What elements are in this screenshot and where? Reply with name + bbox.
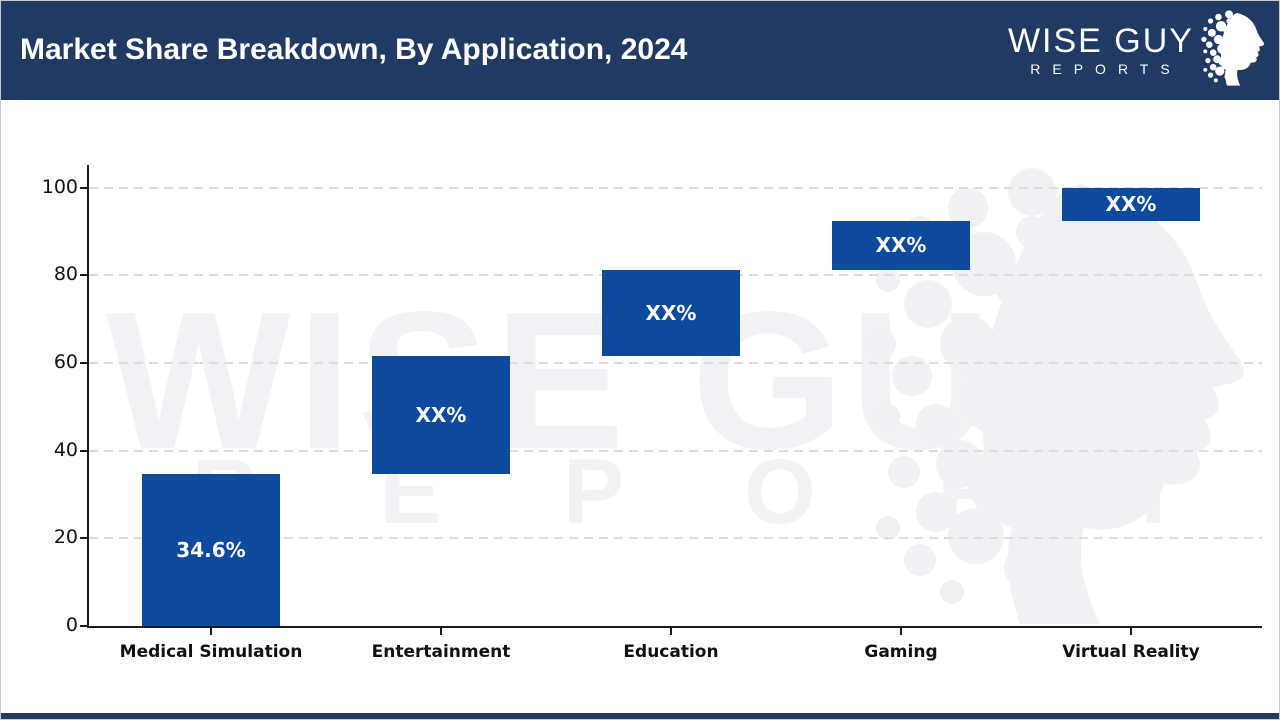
category-label: Medical Simulation	[119, 642, 303, 662]
y-tick-label: 40	[53, 438, 78, 461]
x-axis-line	[87, 626, 1262, 628]
y-tick-mark	[80, 449, 89, 452]
x-tick-mark	[900, 628, 902, 635]
brand-subname: REPORTS	[1030, 61, 1182, 77]
bar-value-label: XX%	[645, 301, 697, 326]
bar: XX%	[1062, 187, 1200, 221]
brand-logo-text: WISE GUY REPORTS	[1008, 22, 1194, 78]
gridline	[89, 449, 1262, 452]
category-label: Gaming	[864, 642, 938, 662]
y-tick-label: 100	[41, 175, 78, 198]
x-tick-mark	[670, 628, 672, 635]
category-label: Entertainment	[371, 642, 511, 662]
bar-value-label: XX%	[415, 403, 467, 428]
bar-value-label: 34.6%	[176, 538, 246, 563]
y-axis-line	[87, 165, 89, 628]
bar-value-label: XX%	[875, 233, 927, 258]
y-tick-label: 80	[53, 263, 78, 286]
y-tick-mark	[80, 625, 89, 627]
head-profile-icon	[1201, 10, 1265, 86]
gridline	[89, 186, 1262, 189]
gridline	[89, 537, 1262, 540]
y-tick-label: 0	[65, 614, 78, 636]
category-label: Education	[623, 642, 719, 662]
y-tick-mark	[80, 537, 89, 540]
bar: 34.6%	[142, 474, 280, 626]
bar: XX%	[602, 269, 740, 357]
bar: XX%	[372, 356, 510, 475]
y-tick-mark	[80, 274, 89, 277]
page-title: Market Share Breakdown, By Application, …	[20, 33, 688, 66]
y-tick-label: 20	[53, 526, 78, 549]
y-tick-mark	[80, 361, 89, 364]
category-label: Virtual Reality	[1062, 642, 1200, 662]
brand-name: WISE GUY	[1007, 22, 1194, 60]
bar: XX%	[832, 220, 970, 270]
y-tick-label: 60	[53, 350, 78, 373]
header-bar: Market Share Breakdown, By Application, …	[0, 0, 1280, 100]
y-tick-mark	[80, 186, 89, 189]
x-tick-mark	[210, 628, 212, 635]
footer-bar	[0, 713, 1280, 720]
x-tick-mark	[440, 628, 442, 635]
gridline	[89, 361, 1262, 364]
bar-value-label: XX%	[1105, 192, 1157, 217]
brand-logo: WISE GUY REPORTS	[1008, 6, 1266, 94]
x-tick-mark	[1130, 628, 1132, 635]
